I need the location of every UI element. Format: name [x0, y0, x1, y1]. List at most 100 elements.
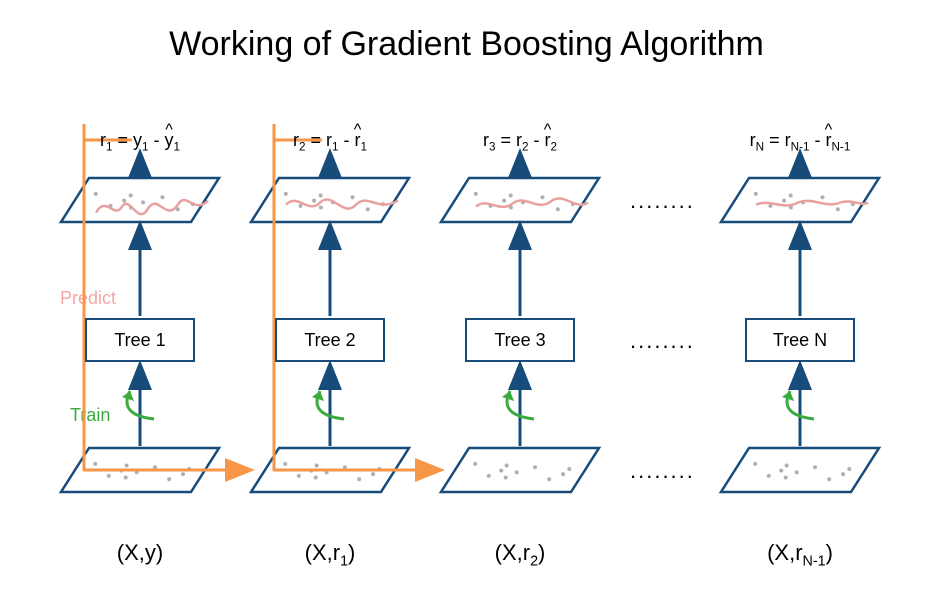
flow-arrow [274, 124, 439, 470]
data-dot [561, 472, 565, 476]
tree-box: Tree 2 [275, 318, 385, 362]
plot-dot [474, 192, 478, 196]
prediction-curve [286, 200, 398, 209]
ellipsis: ........ [630, 328, 695, 354]
train-label: Train [70, 405, 110, 426]
plot-dot [509, 194, 513, 198]
plot-dot [782, 199, 786, 203]
plot-dot [191, 202, 195, 206]
data-dot [847, 467, 851, 471]
plot-dot [366, 207, 370, 211]
tree-box: Tree 1 [85, 318, 195, 362]
plot-dot [754, 192, 758, 196]
plot-dot [489, 204, 493, 208]
data-dot [533, 465, 537, 469]
plot-dot [129, 206, 133, 210]
prediction-plot [721, 178, 879, 222]
train-arc [787, 391, 814, 419]
data-dot [119, 469, 123, 473]
data-dot [753, 462, 757, 466]
plot-dot [540, 195, 544, 199]
data-dot [813, 465, 817, 469]
plot-dot [312, 199, 316, 203]
data-dot [841, 472, 845, 476]
data-dot [357, 477, 361, 481]
prediction-plot [441, 178, 599, 222]
data-plot [721, 448, 879, 492]
data-dot [283, 462, 287, 466]
tree-box: Tree N [745, 318, 855, 362]
data-dot [93, 462, 97, 466]
plot-dot [109, 204, 113, 208]
data-plot [61, 448, 219, 492]
data-dot [107, 474, 111, 478]
plot-dot [160, 195, 164, 199]
plot-dot [94, 192, 98, 196]
plot-dot [851, 202, 855, 206]
data-dot [547, 477, 551, 481]
data-dot [297, 474, 301, 478]
data-dot [377, 467, 381, 471]
plot-dot [820, 195, 824, 199]
data-dot [371, 472, 375, 476]
train-arc [127, 391, 154, 419]
page-title: Working of Gradient Boosting Algorithm [0, 25, 933, 64]
data-dot [827, 477, 831, 481]
plot-dot [331, 200, 335, 204]
data-dot [167, 477, 171, 481]
predict-label: Predict [60, 288, 116, 309]
ellipsis: ........ [630, 458, 695, 484]
data-plot [251, 448, 409, 492]
data-dot [785, 464, 789, 468]
data-dot [473, 462, 477, 466]
data-dot [487, 474, 491, 478]
data-dot [125, 464, 129, 468]
data-dot [181, 472, 185, 476]
input-label: (X,r2) [450, 540, 590, 569]
residual-formula: r3 = r2 - r2 [450, 130, 590, 154]
prediction-curve [96, 200, 208, 214]
plot-dot [319, 194, 323, 198]
data-dot [567, 467, 571, 471]
residual-formula: r2 = r1 - r1 [260, 130, 400, 154]
diagram-svg [0, 0, 933, 600]
data-dot [325, 470, 329, 474]
train-arc [317, 391, 344, 419]
prediction-plot [251, 178, 409, 222]
plot-dot [350, 195, 354, 199]
data-dot [314, 476, 318, 480]
plot-dot [502, 199, 506, 203]
plot-dot [789, 194, 793, 198]
tree-box: Tree 3 [465, 318, 575, 362]
input-label: (X,rN-1) [730, 540, 870, 569]
data-dot [315, 464, 319, 468]
plot-dot [176, 207, 180, 211]
residual-formula: r1 = y1 - y1 [70, 130, 210, 154]
train-arc-head [122, 391, 134, 401]
plot-dot [769, 204, 773, 208]
train-arc [507, 391, 534, 419]
data-dot [124, 476, 128, 480]
plot-dot [319, 206, 323, 210]
ellipsis: ........ [630, 188, 695, 214]
plot-dot [122, 199, 126, 203]
residual-formula: rN = rN-1 - rN-1 [730, 130, 870, 154]
prediction-plot [61, 178, 219, 222]
plot-dot [801, 200, 805, 204]
data-dot [153, 465, 157, 469]
prediction-curve [756, 201, 868, 206]
data-dot [505, 464, 509, 468]
plot-dot [381, 202, 385, 206]
input-label: (X,y) [70, 540, 210, 566]
train-arc-head [502, 391, 514, 401]
plot-dot [521, 200, 525, 204]
plot-dot [556, 207, 560, 211]
data-dot [499, 469, 503, 473]
plot-dot [141, 200, 145, 204]
plot-dot [836, 207, 840, 211]
train-arc-head [782, 391, 794, 401]
plot-dot [129, 194, 133, 198]
input-label: (X,r1) [260, 540, 400, 569]
data-dot [343, 465, 347, 469]
data-dot [767, 474, 771, 478]
